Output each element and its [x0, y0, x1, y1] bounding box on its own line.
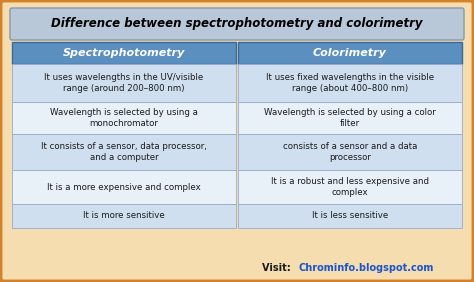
- Text: Chrominfo.blogspot.com: Chrominfo.blogspot.com: [299, 263, 434, 273]
- Bar: [238, 134, 462, 170]
- Text: Colorimetry: Colorimetry: [313, 48, 387, 58]
- Bar: [238, 64, 462, 102]
- FancyBboxPatch shape: [10, 8, 464, 40]
- Text: Difference between spectrophotometry and colorimetry: Difference between spectrophotometry and…: [51, 17, 423, 30]
- Bar: [12, 42, 236, 64]
- Bar: [12, 204, 236, 228]
- Bar: [12, 134, 236, 170]
- Text: It uses fixed wavelengths in the visible
range (about 400–800 nm): It uses fixed wavelengths in the visible…: [266, 73, 434, 93]
- Bar: [238, 170, 462, 204]
- Bar: [238, 204, 462, 228]
- Text: It uses wavelengths in the UV/visible
range (around 200–800 nm): It uses wavelengths in the UV/visible ra…: [45, 73, 204, 93]
- Text: consists of a sensor and a data
processor: consists of a sensor and a data processo…: [283, 142, 417, 162]
- Text: Wavelength is selected by using a
monochromator: Wavelength is selected by using a monoch…: [50, 108, 198, 128]
- Bar: [238, 42, 462, 64]
- Text: Spectrophotometry: Spectrophotometry: [63, 48, 185, 58]
- Bar: [12, 170, 236, 204]
- Bar: [12, 102, 236, 134]
- Text: It is a more expensive and complex: It is a more expensive and complex: [47, 182, 201, 191]
- Bar: [238, 102, 462, 134]
- Text: It is less sensitive: It is less sensitive: [312, 212, 388, 221]
- Text: Wavelength is selected by using a color
filter: Wavelength is selected by using a color …: [264, 108, 436, 128]
- Text: It is a robust and less expensive and
complex: It is a robust and less expensive and co…: [271, 177, 429, 197]
- Text: Visit:: Visit:: [262, 263, 294, 273]
- Text: It is more sensitive: It is more sensitive: [83, 212, 165, 221]
- Text: It consists of a sensor, data processor,
and a computer: It consists of a sensor, data processor,…: [41, 142, 207, 162]
- Bar: [12, 64, 236, 102]
